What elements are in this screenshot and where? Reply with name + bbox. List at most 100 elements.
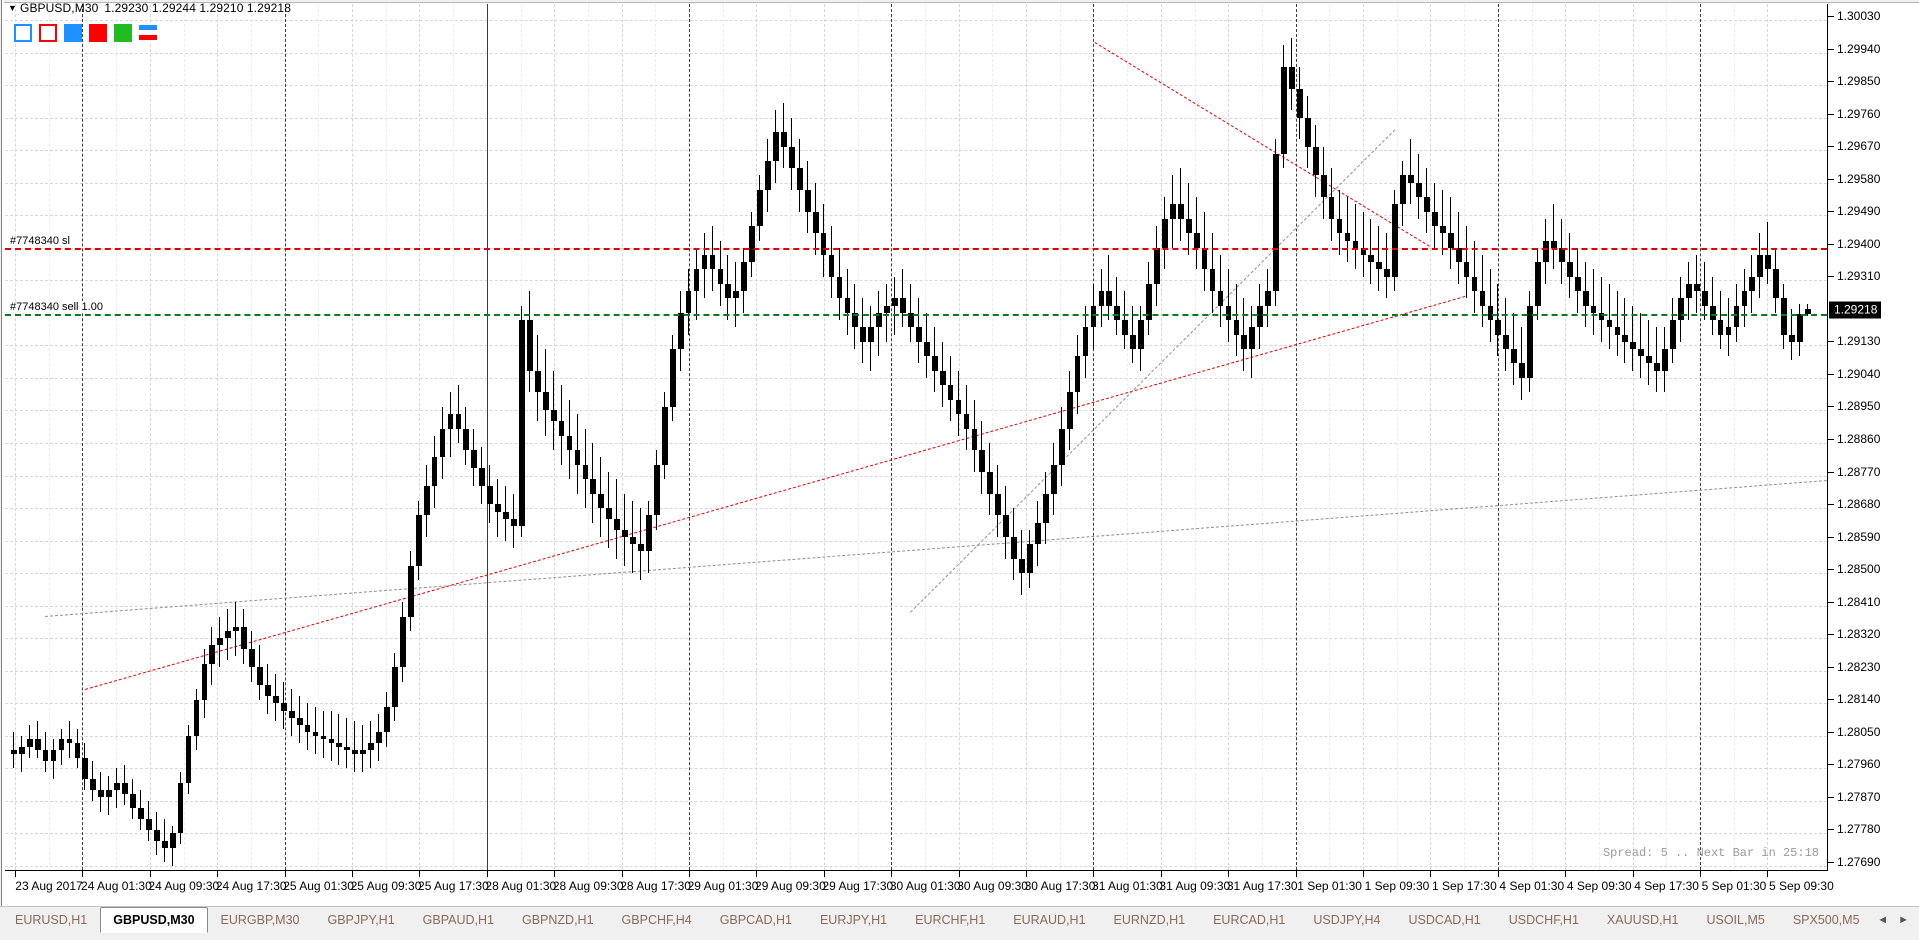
- price-tick-label: 1.29940: [1837, 41, 1881, 56]
- time-tick: [891, 871, 893, 877]
- chart-tab-usdjpy-h4[interactable]: USDJPY,H4: [1313, 912, 1381, 927]
- gridline-horizontal: [5, 117, 1827, 119]
- swatch-white-blue-outline-icon[interactable]: [14, 24, 32, 42]
- price-tick: [1828, 439, 1834, 440]
- gridline-horizontal: [5, 280, 1827, 282]
- gridline-vertical: [958, 4, 960, 870]
- gridline-vertical-minor: [1396, 4, 1398, 870]
- chart-tab-eurusd-h1[interactable]: EURUSD,H1: [15, 912, 88, 927]
- chart-tab-spx500-m5[interactable]: SPX500,M5: [1792, 912, 1860, 927]
- time-tick: [958, 871, 960, 877]
- chart-window[interactable]: ▼ GBPUSD,M30 1.29230 1.29244 1.29210 1.292…: [0, 0, 1919, 906]
- time-tick-label: 1 Sep 01:30: [1297, 879, 1362, 893]
- trendline-ascending-support-red[interactable]: [85, 296, 1466, 690]
- tab-scroll-left-icon[interactable]: ◄: [1877, 914, 1889, 926]
- time-tick: [1093, 871, 1095, 877]
- swatch-white-red-outline-icon[interactable]: [39, 24, 57, 42]
- gridline-vertical: [823, 4, 825, 870]
- price-tick: [1828, 471, 1834, 473]
- gridline-vertical-minor: [318, 4, 320, 870]
- time-tick-label: 28 Aug 01:30: [485, 879, 557, 893]
- chart-menu-caret-icon[interactable]: ▼: [8, 3, 18, 13]
- order-label-stoploss[interactable]: #7748340 sl: [8, 234, 72, 247]
- order-line-stoploss[interactable]: [5, 247, 1827, 250]
- time-tick-label: 25 Aug 01:30: [283, 879, 354, 893]
- price-tick: [1828, 634, 1834, 636]
- chart-tab-strip[interactable]: EURUSD,H1 GBPUSD,M30 EURGBP,M30 GBPJPY,H1 GB…: [2, 907, 1867, 933]
- chart-tab-eurchf-h1[interactable]: EURCHF,H1: [915, 912, 986, 927]
- swatch-green-icon[interactable]: [114, 24, 132, 42]
- chart-plot-area[interactable]: #7748340 sl #7748340 sell 1.00 Spread: 5 …: [5, 4, 1827, 870]
- order-label-position[interactable]: #7748340 sell 1.00: [8, 300, 105, 313]
- price-tick: [1828, 406, 1834, 408]
- window-top-frame: [0, 0, 1919, 3]
- time-tick-label: 4 Sep 01:30: [1499, 879, 1565, 893]
- price-tick: [1828, 178, 1834, 180]
- gridline-horizontal: [5, 800, 1827, 802]
- chart-tab-xauusd-h1[interactable]: XAUUSD,H1: [1606, 912, 1679, 927]
- chart-tab-usdcad-h1[interactable]: USDCAD,H1: [1408, 912, 1481, 927]
- swatch-blue-icon[interactable]: [64, 24, 82, 42]
- time-tick-label: 1 Sep 17:30: [1432, 879, 1497, 893]
- time-tick: [1767, 871, 1769, 877]
- gridline-horizontal: [5, 605, 1827, 607]
- color-swatch-row[interactable]: [14, 24, 157, 42]
- gridline-vertical: [352, 4, 353, 870]
- gridline-vertical: [217, 4, 219, 870]
- time-tick-label: 31 Aug 09:30: [1159, 879, 1231, 893]
- chart-tab-eurgbp-m30[interactable]: EURGBP,M30: [220, 912, 300, 927]
- price-tick-label: 1.28050: [1837, 724, 1881, 739]
- tab-nav-controls[interactable]: ◄ ►: [1867, 907, 1919, 933]
- price-tick: [1828, 243, 1834, 245]
- gridline-day-separator: [1700, 4, 1701, 870]
- order-line-position[interactable]: [5, 313, 1827, 316]
- chart-tab-eurcad-h1[interactable]: EURCAD,H1: [1213, 912, 1286, 927]
- gridline-vertical-minor: [655, 4, 657, 870]
- price-tick: [1828, 48, 1834, 50]
- time-tick-label: 28 Aug 09:30: [552, 879, 624, 893]
- time-tick: [756, 871, 758, 877]
- gridline-horizontal: [5, 833, 1827, 835]
- gridline-vertical-minor: [48, 4, 50, 870]
- time-tick-label: 1 Sep 09:30: [1364, 879, 1430, 893]
- time-tick: [217, 871, 219, 877]
- gridline-vertical: [15, 4, 16, 870]
- chart-tab-gbpaud-h1[interactable]: GBPAUD,H1: [422, 912, 494, 927]
- chart-tab-usdchf-h1[interactable]: USDCHF,H1: [1508, 912, 1579, 927]
- chart-tab-gbpnzd-h1[interactable]: GBPNZD,H1: [522, 912, 594, 927]
- gridline-vertical-minor: [790, 4, 792, 870]
- chart-tab-eurjpy-h1[interactable]: EURJPY,H1: [819, 912, 888, 927]
- tab-scroll-right-icon[interactable]: ►: [1898, 914, 1909, 926]
- chart-tab-bar[interactable]: EURUSD,H1 GBPUSD,M30 EURGBP,M30 GBPJPY,H1 GB…: [0, 906, 1919, 940]
- chart-tab-euraud-h1[interactable]: EURAUD,H1: [1013, 912, 1086, 927]
- trendline-ascending-channel-gray[interactable]: [45, 480, 1827, 617]
- gridline-vertical-minor: [1531, 4, 1533, 870]
- gridline-horizontal: [5, 52, 1827, 54]
- gridline-vertical-minor: [1127, 4, 1129, 870]
- chart-tab-gbpchf-h4[interactable]: GBPCHF,H4: [621, 912, 692, 927]
- gridline-day-separator: [82, 4, 84, 870]
- chart-tab-eurnzd-h1[interactable]: EURNZD,H1: [1113, 912, 1186, 927]
- gridline-vertical-minor: [1329, 4, 1331, 870]
- gridline-horizontal: [5, 215, 1827, 217]
- chart-tab-gbpjpy-h1[interactable]: GBPJPY,H1: [327, 912, 395, 927]
- chart-tab-usoil-m5[interactable]: USOIL,M5: [1706, 912, 1765, 927]
- swatch-blue-red-split-icon[interactable]: [139, 24, 157, 42]
- gridline-vertical-minor: [250, 4, 252, 870]
- window-left-frame: [0, 0, 4, 906]
- gridline-vertical: [1026, 4, 1027, 870]
- time-scale[interactable]: 23 Aug 2017 24 Aug 01:30 24 Aug 09:30 24 Au…: [5, 871, 1834, 905]
- gridline-vertical: [419, 4, 421, 870]
- swatch-red-icon[interactable]: [89, 24, 107, 42]
- gridline-horizontal: [5, 410, 1827, 412]
- gridline-vertical-minor: [1261, 4, 1263, 870]
- time-tick: [149, 871, 151, 877]
- chart-tab-gbpcad-h1[interactable]: GBPCAD,H1: [719, 912, 792, 927]
- price-tick: [1828, 16, 1834, 17]
- gridline-day-separator: [689, 4, 690, 870]
- gridline-vertical: [149, 4, 151, 870]
- chart-tab-gbpusd-m30[interactable]: GBPUSD,M30: [100, 907, 208, 933]
- price-scale[interactable]: 1.30030 1.29940 1.29850 1.29760 1.29670 1.295…: [1828, 4, 1919, 871]
- gridline-horizontal: [5, 475, 1827, 477]
